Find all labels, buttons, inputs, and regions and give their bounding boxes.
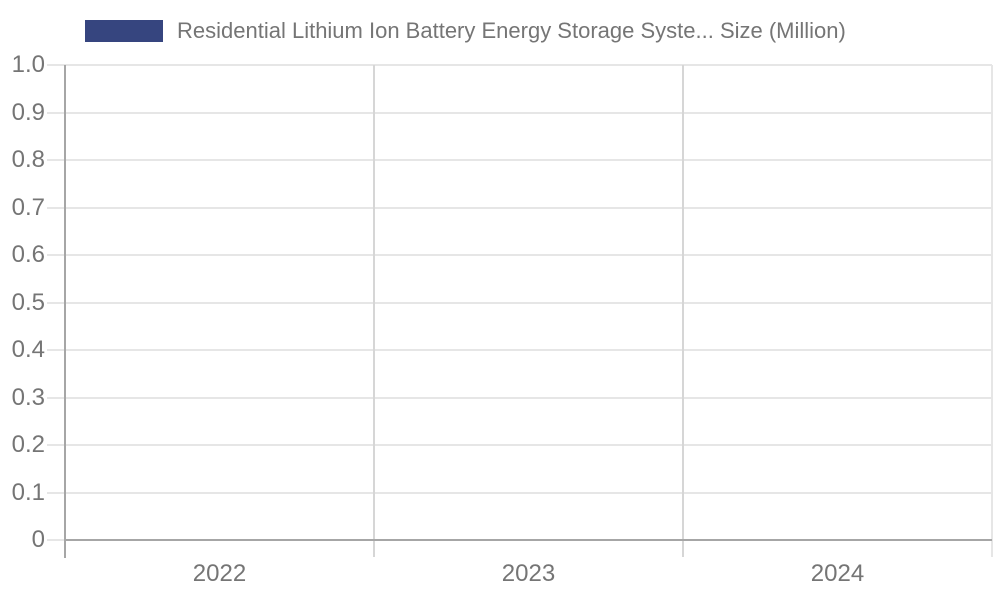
x-tick-label: 2024 bbox=[810, 560, 865, 587]
gridline-y-1.0 bbox=[47, 64, 992, 66]
legend-item[interactable]: Residential Lithium Ion Battery Energy S… bbox=[85, 17, 846, 45]
gridline-x-2023 bbox=[682, 65, 684, 557]
legend-label: Residential Lithium Ion Battery Energy S… bbox=[177, 18, 846, 43]
y-tick-label: 1.0 bbox=[11, 51, 45, 78]
gridline-y-0.8 bbox=[47, 159, 992, 161]
legend-swatch bbox=[85, 20, 163, 42]
y-tick-label: 0.4 bbox=[11, 336, 45, 363]
y-tick-label: 0.3 bbox=[11, 383, 45, 411]
gridline-x-2024 bbox=[991, 65, 993, 557]
gridline-y-0.4 bbox=[47, 349, 992, 351]
gridline-y-0.7 bbox=[47, 206, 992, 209]
y-axis-line bbox=[64, 65, 66, 558]
x-tick-label: 2023 bbox=[501, 560, 556, 587]
gridline-y-0.1 bbox=[47, 491, 992, 494]
y-tick-label: 0 bbox=[31, 526, 45, 553]
gridline-y-0.3 bbox=[47, 396, 992, 399]
y-tick-label: 0.7 bbox=[11, 193, 45, 221]
gridline-y-0.2 bbox=[47, 444, 992, 446]
gridline-x-2022 bbox=[373, 65, 375, 557]
y-tick-label: 0.6 bbox=[11, 241, 45, 268]
y-tick-label: 0.1 bbox=[11, 478, 45, 506]
gridline-y-0.5 bbox=[47, 301, 992, 304]
gridline-y-0.9 bbox=[47, 111, 992, 114]
gridline-y-0.6 bbox=[47, 254, 992, 256]
y-tick-label: 0.8 bbox=[11, 146, 45, 173]
y-tick-label: 0.5 bbox=[11, 288, 45, 316]
x-axis-line bbox=[65, 539, 992, 541]
x-tick-label: 2022 bbox=[192, 560, 247, 587]
y-tick-label: 0.9 bbox=[11, 98, 45, 126]
y-tick-label: 0.2 bbox=[11, 431, 45, 458]
